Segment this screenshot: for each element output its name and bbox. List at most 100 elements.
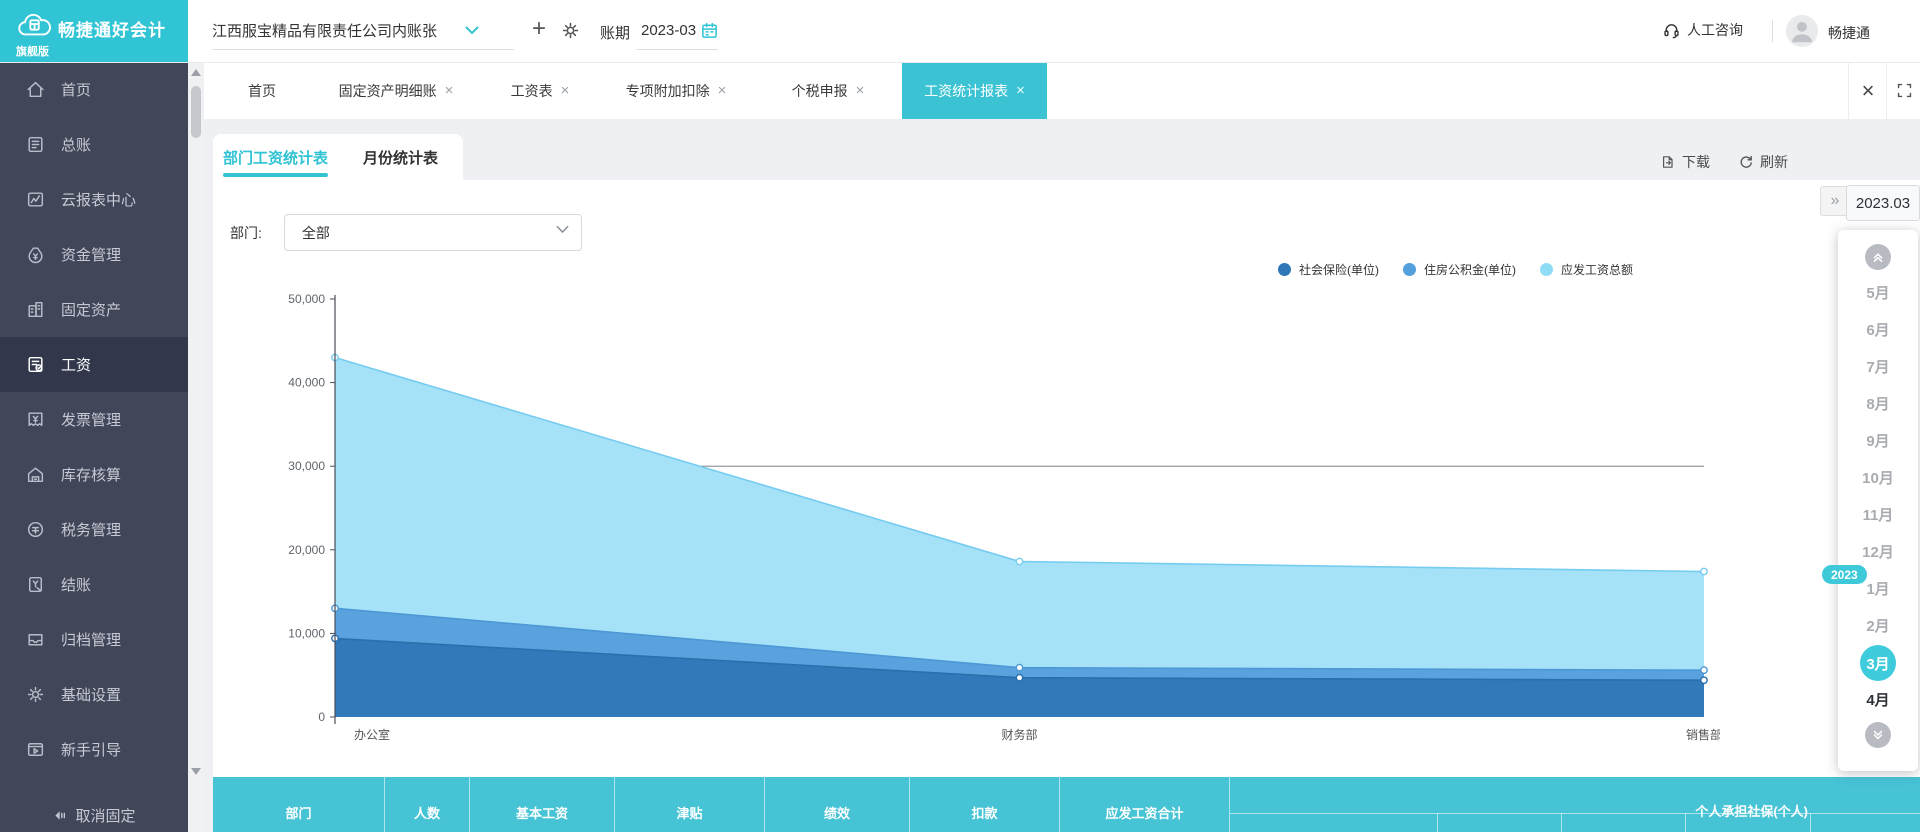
- user-name[interactable]: 畅捷通: [1828, 25, 1870, 41]
- gear-icon[interactable]: [560, 20, 581, 41]
- month-item[interactable]: 11月: [1862, 507, 1894, 524]
- legend-item[interactable]: 住房公积金(单位): [1403, 261, 1516, 278]
- svg-text:10,000: 10,000: [288, 626, 325, 640]
- document-tabbar: 首页 固定资产明细账 × 工资表 × 专项附加扣除 × 个税申报 × 工资统计报表 ×: [204, 62, 1920, 119]
- close-icon[interactable]: ×: [1016, 82, 1025, 99]
- sidebar-item-inventory[interactable]: 库存核算: [0, 447, 188, 502]
- app-logo: 畅捷通好会计 旗舰版: [0, 0, 188, 62]
- month-item[interactable]: 5月: [1866, 285, 1890, 302]
- subtab[interactable]: 部门工资统计表: [213, 134, 338, 180]
- close-icon[interactable]: ×: [855, 82, 865, 99]
- unpin-sidebar-button[interactable]: 取消固定: [0, 795, 188, 832]
- month-item-selected[interactable]: 3月: [1860, 645, 1896, 681]
- sidebar-item-label: 发票管理: [61, 412, 122, 429]
- sidebar-item-fixed-assets[interactable]: 固定资产: [0, 282, 188, 337]
- document-tab[interactable]: 首页: [222, 62, 302, 119]
- current-period-box[interactable]: 2023.03: [1846, 185, 1920, 221]
- company-selector[interactable]: 江西服宝精品有限责任公司内账张: [212, 0, 479, 60]
- chevron-double-down-icon[interactable]: [1865, 722, 1891, 748]
- table-subcolumn-divider: [1809, 813, 1811, 832]
- subtab[interactable]: 月份统计表: [338, 134, 463, 180]
- department-select[interactable]: 全部: [283, 214, 582, 251]
- document-tab[interactable]: 工资表 ×: [488, 62, 592, 119]
- sidebar-item-home[interactable]: 首页: [0, 62, 188, 117]
- document-tab[interactable]: 专项附加扣除 ×: [600, 62, 752, 119]
- tab-label: 工资表: [510, 82, 553, 99]
- table-header-cell: 基本工资: [470, 777, 615, 832]
- sidebar-item-label: 云报表中心: [61, 192, 137, 209]
- document-tab[interactable]: 工资统计报表 ×: [902, 62, 1047, 119]
- divider: [212, 49, 514, 50]
- sidebar-item-funds[interactable]: 资金管理: [0, 227, 188, 282]
- sidebar-menu: 首页 总账云报表中心资金管理 固定资产 工资发票管理库存核算 税务管理 结账 归档管理基础设…: [0, 62, 188, 777]
- sidebar-item-general-ledger[interactable]: 总账: [0, 117, 188, 172]
- scrollbar-thumb[interactable]: [191, 86, 201, 138]
- svg-text:0: 0: [318, 710, 325, 724]
- svg-text:50,000: 50,000: [288, 292, 325, 306]
- svg-text:办公室: 办公室: [354, 727, 390, 742]
- month-item[interactable]: 4月: [1866, 692, 1890, 709]
- table-header-group-cell: 个人承担社保(个人): [1230, 777, 1920, 832]
- refresh-button[interactable]: 刷新: [1738, 152, 1788, 172]
- summary-table-header: 部门 人数 基本工资 津贴 绩效 扣款 应发工资合计 个人承担社保(个人): [213, 777, 1920, 832]
- general-ledger-icon: [25, 134, 47, 156]
- sidebar-item-settings[interactable]: 基础设置: [0, 667, 188, 722]
- month-item[interactable]: 1月: [1866, 581, 1890, 598]
- sidebar-item-salary[interactable]: 工资: [0, 337, 188, 392]
- salary-area-chart: 0 10,000 20,000 30,000 40,000 50,000 办公室 财务部 销售部: [240, 290, 1720, 760]
- sidebar-item-archive[interactable]: 归档管理: [0, 612, 188, 667]
- sidebar-item-label: 基础设置: [61, 687, 122, 704]
- scroll-down-arrow-icon[interactable]: [191, 768, 201, 775]
- fullscreen-icon[interactable]: [1886, 62, 1920, 119]
- fixed-assets-icon: [25, 299, 47, 321]
- unpin-icon: [52, 807, 69, 824]
- document-tab[interactable]: 固定资产明细账 ×: [310, 62, 482, 119]
- collapse-month-panel-button[interactable]: »: [1820, 186, 1850, 216]
- inventory-icon: [25, 464, 47, 486]
- legend-label: 应发工资总额: [1561, 263, 1634, 277]
- close-icon[interactable]: ×: [717, 82, 727, 99]
- month-item[interactable]: 7月: [1866, 359, 1890, 376]
- month-item[interactable]: 9月: [1866, 433, 1890, 450]
- month-item[interactable]: 12月: [1862, 544, 1894, 561]
- close-tab-button[interactable]: ×: [1848, 62, 1887, 119]
- sidebar-item-closing[interactable]: 结账: [0, 557, 188, 612]
- legend-item[interactable]: 社会保险(单位): [1278, 261, 1379, 278]
- sidebar-item-guide[interactable]: 新手引导: [0, 722, 188, 777]
- sidebar-item-tax[interactable]: 税务管理: [0, 502, 188, 557]
- sidebar-item-cloud-reports[interactable]: 云报表中心: [0, 172, 188, 227]
- scroll-up-arrow-icon[interactable]: [191, 69, 201, 76]
- month-item[interactable]: 6月: [1866, 322, 1890, 339]
- sidebar-item-invoice[interactable]: 发票管理: [0, 392, 188, 447]
- subtab-label: 月份统计表: [362, 149, 438, 167]
- closing-icon: [25, 574, 47, 596]
- tax-icon: [25, 519, 47, 541]
- legend-item[interactable]: 应发工资总额: [1540, 261, 1633, 278]
- month-item[interactable]: 10月: [1862, 470, 1894, 487]
- legend-dot-icon: [1403, 263, 1416, 276]
- legend-label: 住房公积金(单位): [1424, 263, 1516, 277]
- period-value[interactable]: 2023-03: [641, 22, 697, 39]
- month-picker-panel: 5月 6月 7月 8月 9月 10月 11月 12月 1月 2月 3月 4月: [1838, 230, 1918, 771]
- svg-text:销售部: 销售部: [1686, 727, 1720, 742]
- document-tab[interactable]: 个税申报 ×: [766, 62, 890, 119]
- table-subcolumn-divider: [1437, 813, 1438, 832]
- chart-legend: 社会保险(单位) 住房公积金(单位) 应发工资总额: [1278, 261, 1633, 278]
- close-icon[interactable]: ×: [444, 82, 454, 99]
- download-button[interactable]: 下载: [1660, 152, 1710, 172]
- close-icon[interactable]: ×: [560, 82, 570, 99]
- department-filter: 部门: 全部: [230, 214, 582, 251]
- add-account-button[interactable]: +: [531, 15, 546, 42]
- report-toolbar: 下载 刷新: [1660, 152, 1788, 172]
- month-item[interactable]: 2月: [1866, 618, 1890, 635]
- support-link[interactable]: 人工咨询: [1662, 20, 1743, 40]
- chevron-double-up-icon[interactable]: [1865, 244, 1891, 270]
- svg-text:财务部: 财务部: [1001, 727, 1037, 742]
- calendar-icon[interactable]: [700, 21, 719, 40]
- sidebar-scrollbar[interactable]: [188, 62, 204, 832]
- avatar[interactable]: [1786, 15, 1818, 47]
- table-header-cell: 应发工资合计: [1060, 777, 1230, 832]
- app-edition: 旗舰版: [16, 46, 49, 58]
- month-item[interactable]: 8月: [1866, 396, 1890, 413]
- download-label: 下载: [1682, 154, 1710, 170]
